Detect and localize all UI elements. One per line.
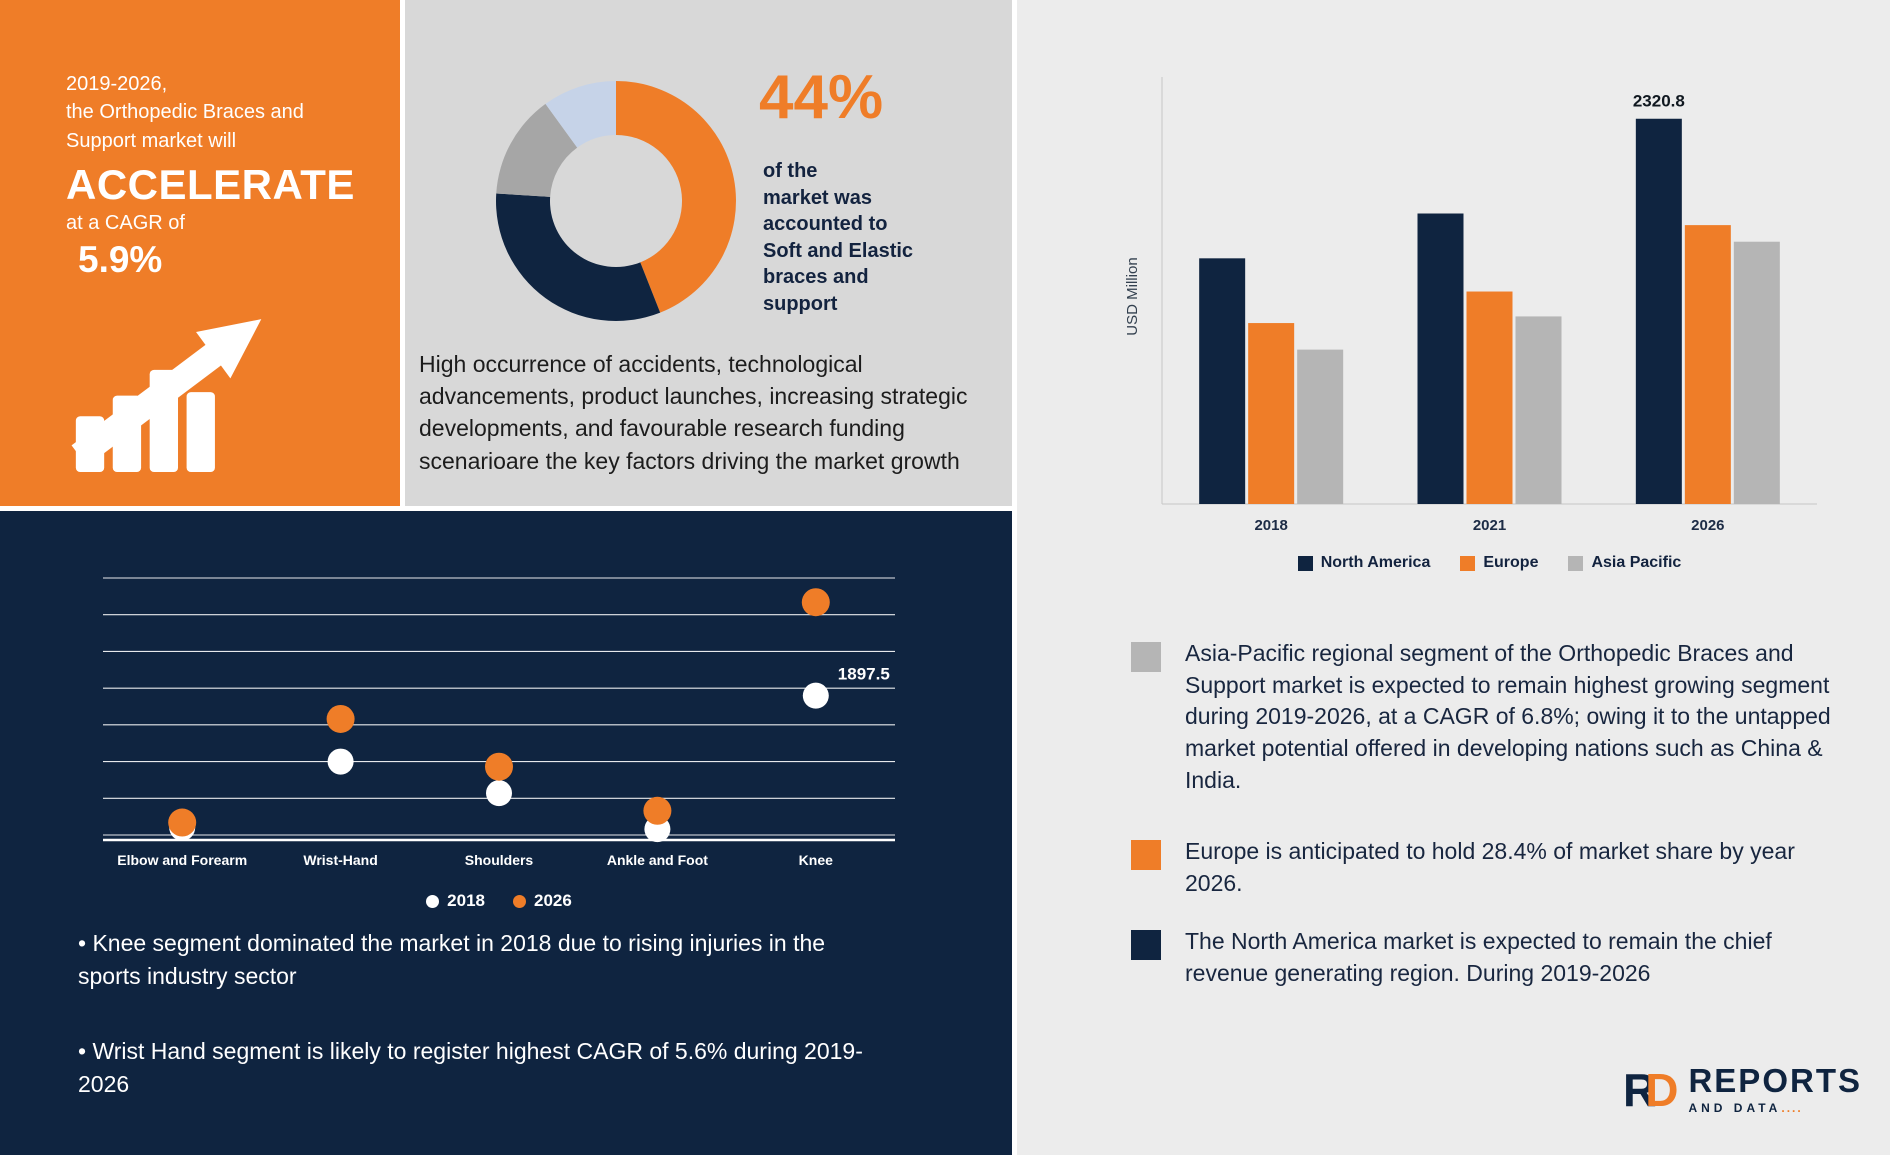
note-asia-pacific: Asia-Pacific regional segment of the Ort… (1131, 638, 1845, 797)
donut-slice-1 (496, 193, 661, 321)
dot-2026-3 (643, 796, 672, 825)
bar-asia-pacific-2021 (1515, 316, 1562, 504)
dot-2026-1 (326, 704, 355, 733)
dot-2018-1 (327, 748, 354, 775)
growth-arrow-icon (71, 319, 262, 472)
legend-swatch-asia-pacific-icon (1568, 555, 1584, 571)
legend-label-asia-pacific: Asia Pacific (1591, 554, 1682, 571)
intro-text: 2019-2026, the Orthopedic Braces and Sup… (66, 73, 304, 152)
bar-europe-2018 (1248, 323, 1295, 504)
y-axis-title: USD Million (1124, 257, 1141, 335)
legend-item-europe: Europe (1460, 554, 1538, 572)
legend-dot-2026-icon (513, 894, 526, 908)
x-tick-label: 2018 (1254, 517, 1287, 534)
regional-panel: 2018 2021 2026 2320.8 USD Million North Amer… (1017, 0, 1890, 1155)
x-tick-label: Wrist-Hand (303, 852, 377, 868)
market-drivers-paragraph: High occurrence of accidents, technologi… (419, 351, 968, 474)
legend-item-2026: 2026 (513, 891, 572, 911)
legend-swatch-north-america-icon (1297, 555, 1313, 571)
dot-value-label: 1897.5 (838, 665, 890, 684)
dot-2018-4 (802, 682, 829, 709)
note-europe: Europe is anticipated to hold 28.4% of m… (1131, 836, 1845, 899)
bar-asia-pacific-2018 (1297, 349, 1344, 504)
donut-slice-3 (545, 81, 616, 148)
wrist-hand-bullet: • Wrist Hand segment is likely to regist… (78, 1038, 863, 1098)
donut-stat-panel: 44% of the market was accounted to Soft … (405, 0, 1012, 506)
regional-bar-chart: 2018 2021 2026 2320.8 USD Million (1124, 77, 1817, 534)
legend-item-north-america: North America (1297, 554, 1431, 572)
logo-mark-icon: RD (1623, 1067, 1678, 1113)
logo-subtitle: AND DATA.... (1688, 1101, 1862, 1115)
stat-caption: of the market was accounted to Soft and … (763, 160, 914, 315)
note-north-america: The North America market is expected to … (1131, 926, 1845, 989)
logo-title: REPORTS (1688, 1062, 1862, 1099)
x-tick-label: 2026 (1691, 517, 1724, 534)
dot-2018-2 (486, 780, 512, 807)
market-share-donut-chart (496, 81, 736, 321)
reports-and-data-logo: RD REPORTS AND DATA.... (1623, 1064, 1862, 1115)
logo-mark-d: D (1645, 1063, 1679, 1116)
note-swatch-asia-pacific-icon (1131, 642, 1161, 672)
note-swatch-europe-icon (1131, 840, 1161, 870)
bar-value-label: 2320.8 (1633, 92, 1685, 111)
note-europe-text: Europe is anticipated to hold 28.4% of m… (1185, 838, 1795, 896)
dot-2026-2 (485, 752, 513, 781)
cagr-value: 5.9% (78, 239, 163, 281)
legend-item-asia-pacific: Asia Pacific (1568, 554, 1681, 572)
note-swatch-north-america-icon (1131, 930, 1161, 960)
x-tick-label: 2021 (1473, 517, 1506, 534)
x-tick-label: Ankle and Foot (607, 852, 708, 868)
legend-label-europe: Europe (1483, 554, 1539, 571)
donut-slice-0 (616, 81, 736, 313)
bar-north-america-2026 (1635, 118, 1682, 505)
note-asia-pacific-text: Asia-Pacific regional segment of the Ort… (1185, 640, 1831, 793)
x-tick-label: Elbow and Forearm (117, 852, 247, 868)
legend-label-2026: 2026 (534, 891, 572, 910)
bar-asia-pacific-2026 (1733, 241, 1780, 504)
dot-2026-0 (168, 808, 197, 837)
bar-europe-2026 (1684, 225, 1731, 504)
logo-text: REPORTS AND DATA.... (1688, 1064, 1862, 1115)
note-north-america-text: The North America market is expected to … (1185, 928, 1772, 986)
donut-slice-2 (496, 103, 578, 197)
x-tick-label: Shoulders (465, 852, 534, 868)
logo-dots: .... (1781, 1101, 1803, 1115)
dot-chart-legend: 2018 2026 (103, 891, 895, 911)
knee-segment-bullet: • Knee segment dominated the market in 2… (78, 930, 826, 990)
bar-north-america-2021 (1417, 213, 1464, 504)
logo-mark-r: R (1623, 1063, 1657, 1116)
cagr-highlight-panel: 2019-2026, the Orthopedic Braces and Sup… (0, 0, 400, 506)
stat-value: 44% (759, 63, 884, 132)
legend-swatch-europe-icon (1460, 555, 1476, 571)
legend-item-2018: 2018 (426, 891, 485, 911)
bar-north-america-2018 (1199, 258, 1246, 504)
bar-europe-2021 (1466, 291, 1513, 504)
segment-dot-chart: Elbow and Forearm Wrist-Hand Shoulders Ankl… (103, 577, 895, 868)
segment-panel: Elbow and Forearm Wrist-Hand Shoulders Ankl… (0, 511, 1012, 1155)
legend-dot-2018-icon (426, 894, 440, 908)
bar-chart-legend: North America Europe Asia Pacific (1162, 554, 1817, 572)
cagr-prefix-text: at a CAGR of (66, 212, 185, 235)
logo-subtitle-text: AND DATA (1688, 1101, 1782, 1115)
legend-label-2018: 2018 (447, 891, 485, 910)
x-tick-label: Knee (799, 852, 833, 868)
legend-label-north-america: North America (1320, 554, 1431, 571)
dot-2026-4 (801, 588, 830, 617)
accelerate-text: ACCELERATE (66, 161, 355, 209)
